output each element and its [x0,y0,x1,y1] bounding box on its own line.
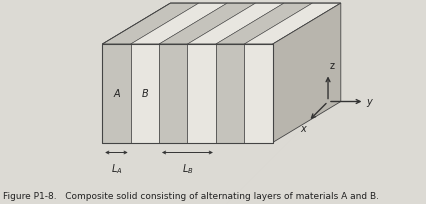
Text: y: y [366,97,372,107]
Text: $L_A$: $L_A$ [111,162,122,175]
Polygon shape [187,4,284,45]
Polygon shape [273,4,341,143]
Polygon shape [102,4,199,45]
Polygon shape [187,45,216,143]
Polygon shape [102,45,131,143]
Polygon shape [102,4,341,45]
Text: $L_B$: $L_B$ [181,162,193,175]
Text: Figure P1-8.   Composite solid consisting of alternating layers of materials A a: Figure P1-8. Composite solid consisting … [3,191,379,200]
Polygon shape [131,4,227,45]
Text: z: z [330,61,335,71]
Polygon shape [244,4,341,45]
Polygon shape [216,4,312,45]
Polygon shape [159,45,187,143]
Text: B: B [141,89,148,99]
Polygon shape [216,45,244,143]
Text: A: A [113,89,120,99]
Polygon shape [244,45,273,143]
Text: x: x [301,123,306,133]
Polygon shape [131,45,159,143]
Polygon shape [159,4,256,45]
